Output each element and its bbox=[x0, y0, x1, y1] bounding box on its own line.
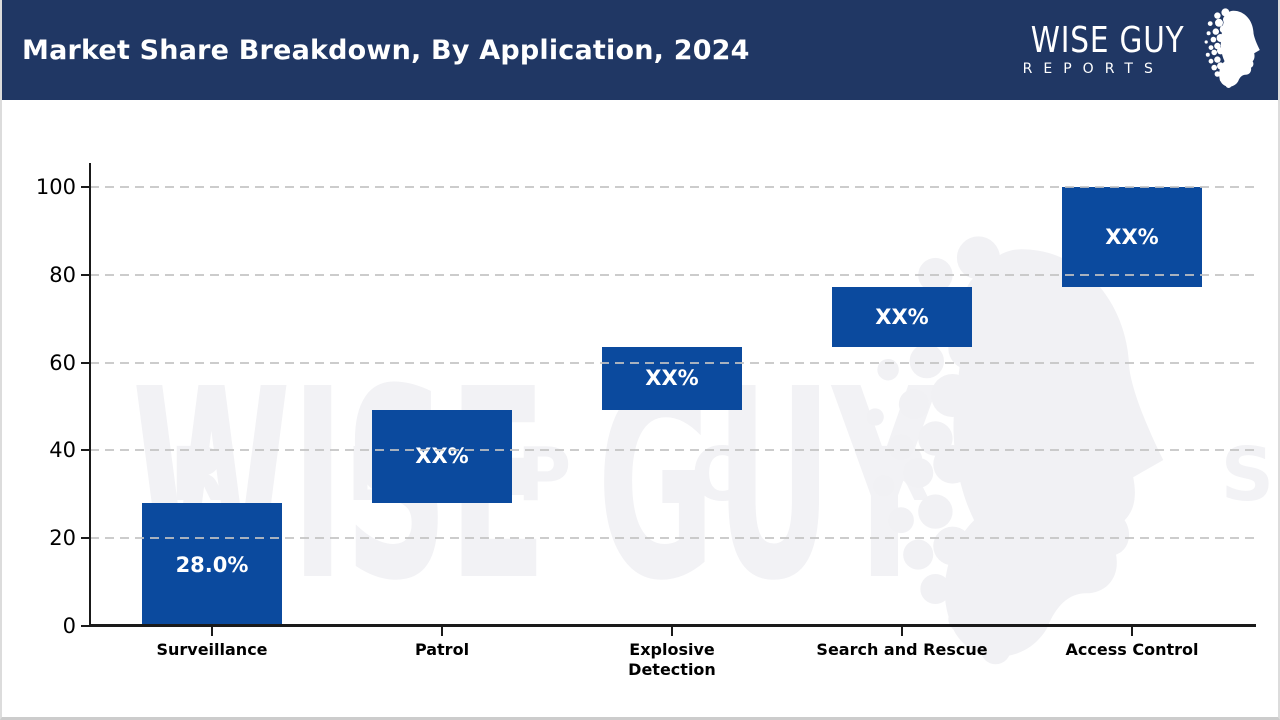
y-tick-label-100: 100 bbox=[35, 175, 76, 199]
bar-value-label: XX% bbox=[415, 444, 469, 469]
gridline-80 bbox=[90, 273, 1256, 276]
y-tick-60 bbox=[81, 361, 89, 364]
y-tick-40 bbox=[81, 449, 89, 452]
x-category-label: Search and Rescue bbox=[816, 640, 988, 659]
bar-search-and-rescue: XX% bbox=[832, 287, 972, 347]
logo-brand-name: WISE GUY bbox=[1030, 20, 1184, 61]
bar-explosive-detection: XX% bbox=[602, 346, 742, 410]
bar-surveillance: 28.0% bbox=[142, 503, 282, 626]
x-category-label: Patrol bbox=[414, 640, 470, 659]
x-tick-4 bbox=[1131, 627, 1133, 636]
logo-text: WISE GUY REPORTS bbox=[997, 20, 1185, 78]
bar-value-label: XX% bbox=[645, 366, 699, 391]
y-axis-line bbox=[89, 163, 91, 627]
x-tick-2 bbox=[671, 627, 673, 636]
x-tick-1 bbox=[441, 627, 443, 636]
x-axis-line bbox=[89, 624, 1256, 627]
x-category-label: Surveillance bbox=[156, 640, 268, 659]
y-tick-label-80: 80 bbox=[49, 262, 76, 287]
y-tick-label-0: 0 bbox=[62, 614, 76, 638]
logo-brand-subtitle: REPORTS bbox=[1022, 61, 1164, 77]
gridline-20 bbox=[90, 537, 1256, 540]
bar-patrol: XX% bbox=[372, 409, 512, 504]
gridline-100 bbox=[90, 186, 1256, 188]
bar-value-label: XX% bbox=[1105, 225, 1159, 250]
x-tick-3 bbox=[901, 627, 903, 636]
x-category-label: Access Control bbox=[1065, 640, 1199, 659]
gridline-60 bbox=[90, 361, 1256, 364]
gridline-40 bbox=[90, 449, 1256, 452]
x-tick-0 bbox=[211, 627, 213, 636]
y-tick-80 bbox=[81, 273, 89, 276]
chart-title: Market Share Breakdown, By Application, … bbox=[22, 34, 750, 66]
y-tick-label-60: 60 bbox=[49, 350, 76, 375]
chart-plot-area: WISE GUY R E P O R T S 0 20 40 60 80 100 28.0%… bbox=[2, 100, 1278, 717]
y-tick-100 bbox=[81, 186, 89, 188]
bar-access-control: XX% bbox=[1062, 187, 1202, 288]
y-tick-label-40: 40 bbox=[49, 438, 76, 463]
y-tick-20 bbox=[81, 537, 89, 540]
x-category-label: Explosive Detection bbox=[628, 640, 716, 679]
bar-value-label: XX% bbox=[875, 304, 929, 329]
logo-face-icon bbox=[1204, 8, 1260, 88]
bar-value-label: 28.0% bbox=[175, 552, 249, 577]
wise-guy-reports-logo: WISE GUY REPORTS bbox=[997, 6, 1269, 94]
header-bar: Market Share Breakdown, By Application, … bbox=[2, 0, 1278, 100]
y-tick-0 bbox=[81, 625, 89, 627]
y-tick-label-20: 20 bbox=[49, 526, 76, 551]
